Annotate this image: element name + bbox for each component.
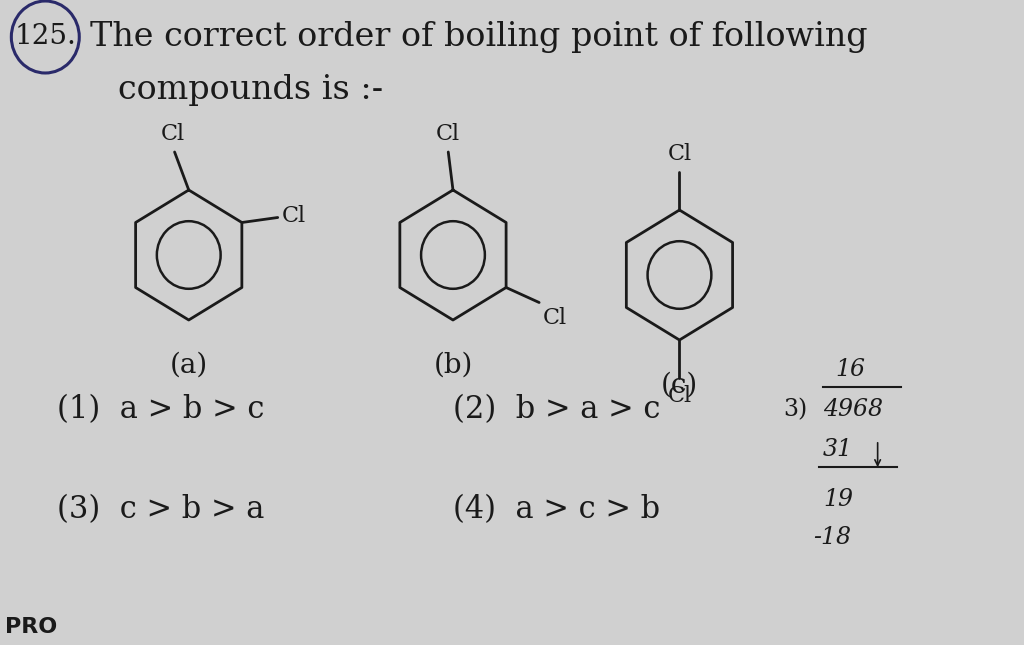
Text: (a): (a) [170, 352, 208, 379]
Text: compounds is :-: compounds is :- [118, 74, 383, 106]
Text: Cl: Cl [668, 385, 691, 407]
Text: 16: 16 [836, 359, 865, 381]
Text: (4)  a > c > b: (4) a > c > b [453, 495, 660, 526]
Text: Cl: Cl [282, 204, 305, 226]
Text: 125.: 125. [14, 23, 76, 50]
Text: Cl: Cl [436, 123, 461, 145]
Text: Cl: Cl [161, 123, 184, 145]
Text: Cl: Cl [668, 143, 691, 165]
Text: The correct order of boiling point of following: The correct order of boiling point of fo… [90, 21, 867, 53]
Text: (2)  b > a > c: (2) b > a > c [453, 395, 660, 426]
Text: PRO: PRO [5, 617, 57, 637]
Text: (c): (c) [660, 372, 698, 399]
Text: 3): 3) [783, 399, 808, 421]
Text: Cl: Cl [543, 308, 567, 330]
Text: (3)  c > b > a: (3) c > b > a [56, 495, 264, 526]
Text: (1)  a > b > c: (1) a > b > c [56, 395, 264, 426]
Text: 4968: 4968 [823, 399, 883, 421]
Text: -18: -18 [813, 526, 852, 548]
Text: 31: 31 [823, 439, 853, 462]
Text: 19: 19 [823, 488, 853, 511]
Text: (b): (b) [433, 352, 473, 379]
